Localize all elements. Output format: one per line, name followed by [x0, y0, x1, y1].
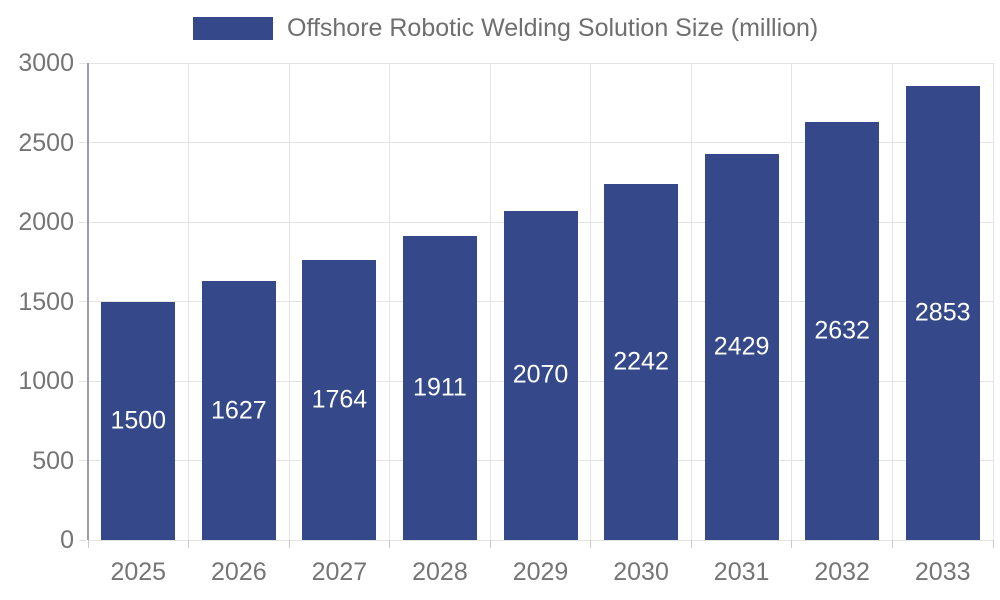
x-axis-tick-label: 2033 [914, 558, 971, 586]
y-axis-tick-label: 0 [60, 526, 74, 554]
legend-item[interactable]: Offshore Robotic Welding Solution Size (… [193, 14, 818, 43]
x-axis-tick-label: 2026 [211, 558, 267, 586]
bar-2032[interactable]: 2632 [805, 121, 880, 540]
y-axis-tick [79, 221, 87, 223]
x-axis-tick [590, 540, 592, 548]
y-axis-tick-label: 500 [32, 446, 74, 475]
bar-2026[interactable]: 1627 [201, 281, 276, 540]
y-axis-tick [79, 460, 87, 461]
y-axis-tick [79, 62, 87, 64]
v-gridline [992, 63, 994, 540]
x-axis-tick [690, 540, 692, 548]
x-axis-tick-label: 2032 [814, 558, 870, 586]
x-axis-tick [87, 540, 89, 548]
x-axis-tick-label: 2030 [613, 558, 669, 586]
bar-2033[interactable]: 2853 [905, 86, 980, 540]
y-axis-tick-label: 3000 [18, 49, 74, 77]
v-gridline [690, 63, 692, 540]
x-axis-tick-label: 2028 [412, 558, 468, 586]
x-axis-tick [891, 540, 893, 548]
bar-value-label: 1911 [413, 373, 467, 402]
bar-value-label: 1627 [211, 396, 267, 425]
v-gridline [891, 63, 893, 540]
y-axis-tick-label: 2000 [18, 208, 74, 236]
bar-value-label: 2429 [713, 332, 770, 361]
y-axis-tick [79, 142, 87, 143]
v-gridline [590, 63, 592, 540]
x-axis-tick [992, 540, 994, 548]
bar-2025[interactable]: 1500 [101, 301, 176, 540]
h-gridline [88, 539, 993, 541]
v-gridline [188, 63, 190, 540]
bar-2030[interactable]: 2242 [604, 183, 679, 540]
h-gridline [88, 142, 993, 143]
x-axis-tick [489, 540, 491, 548]
bar-value-label: 2853 [914, 298, 971, 327]
x-axis-tick-label: 2025 [110, 558, 167, 586]
bar-value-label: 2632 [814, 316, 870, 345]
y-axis-line [86, 63, 89, 540]
v-gridline [389, 63, 391, 540]
bar-value-label: 1764 [311, 385, 368, 414]
y-axis-tick [79, 539, 87, 541]
legend-swatch [193, 17, 273, 40]
v-gridline [489, 63, 491, 540]
x-axis-tick-label: 2031 [713, 558, 770, 586]
y-axis-tick-label: 1000 [18, 367, 74, 395]
x-axis-tick [188, 540, 190, 548]
y-axis-tick-label: 1500 [18, 287, 74, 316]
y-axis-tick-label: 2500 [18, 128, 74, 157]
bar-2031[interactable]: 2429 [704, 153, 779, 540]
bar-value-label: 2242 [613, 347, 669, 376]
bar-2027[interactable]: 1764 [302, 259, 377, 540]
bar-value-label: 2070 [512, 360, 569, 389]
chart-title: Offshore Robotic Welding Solution Size (… [287, 14, 819, 42]
bar-2028[interactable]: 1911 [402, 236, 477, 540]
y-axis-tick [79, 380, 87, 382]
v-gridline [288, 63, 290, 540]
x-axis-tick-label: 2029 [512, 558, 569, 586]
bar-2029[interactable]: 2070 [503, 210, 578, 540]
v-gridline [791, 63, 793, 540]
x-axis-tick-label: 2027 [311, 558, 368, 586]
x-axis-tick [389, 540, 391, 548]
h-gridline [88, 62, 993, 64]
x-axis-tick [288, 540, 290, 548]
x-axis-tick [791, 540, 793, 548]
y-axis-tick [79, 301, 87, 302]
bar-value-label: 1500 [110, 406, 167, 435]
